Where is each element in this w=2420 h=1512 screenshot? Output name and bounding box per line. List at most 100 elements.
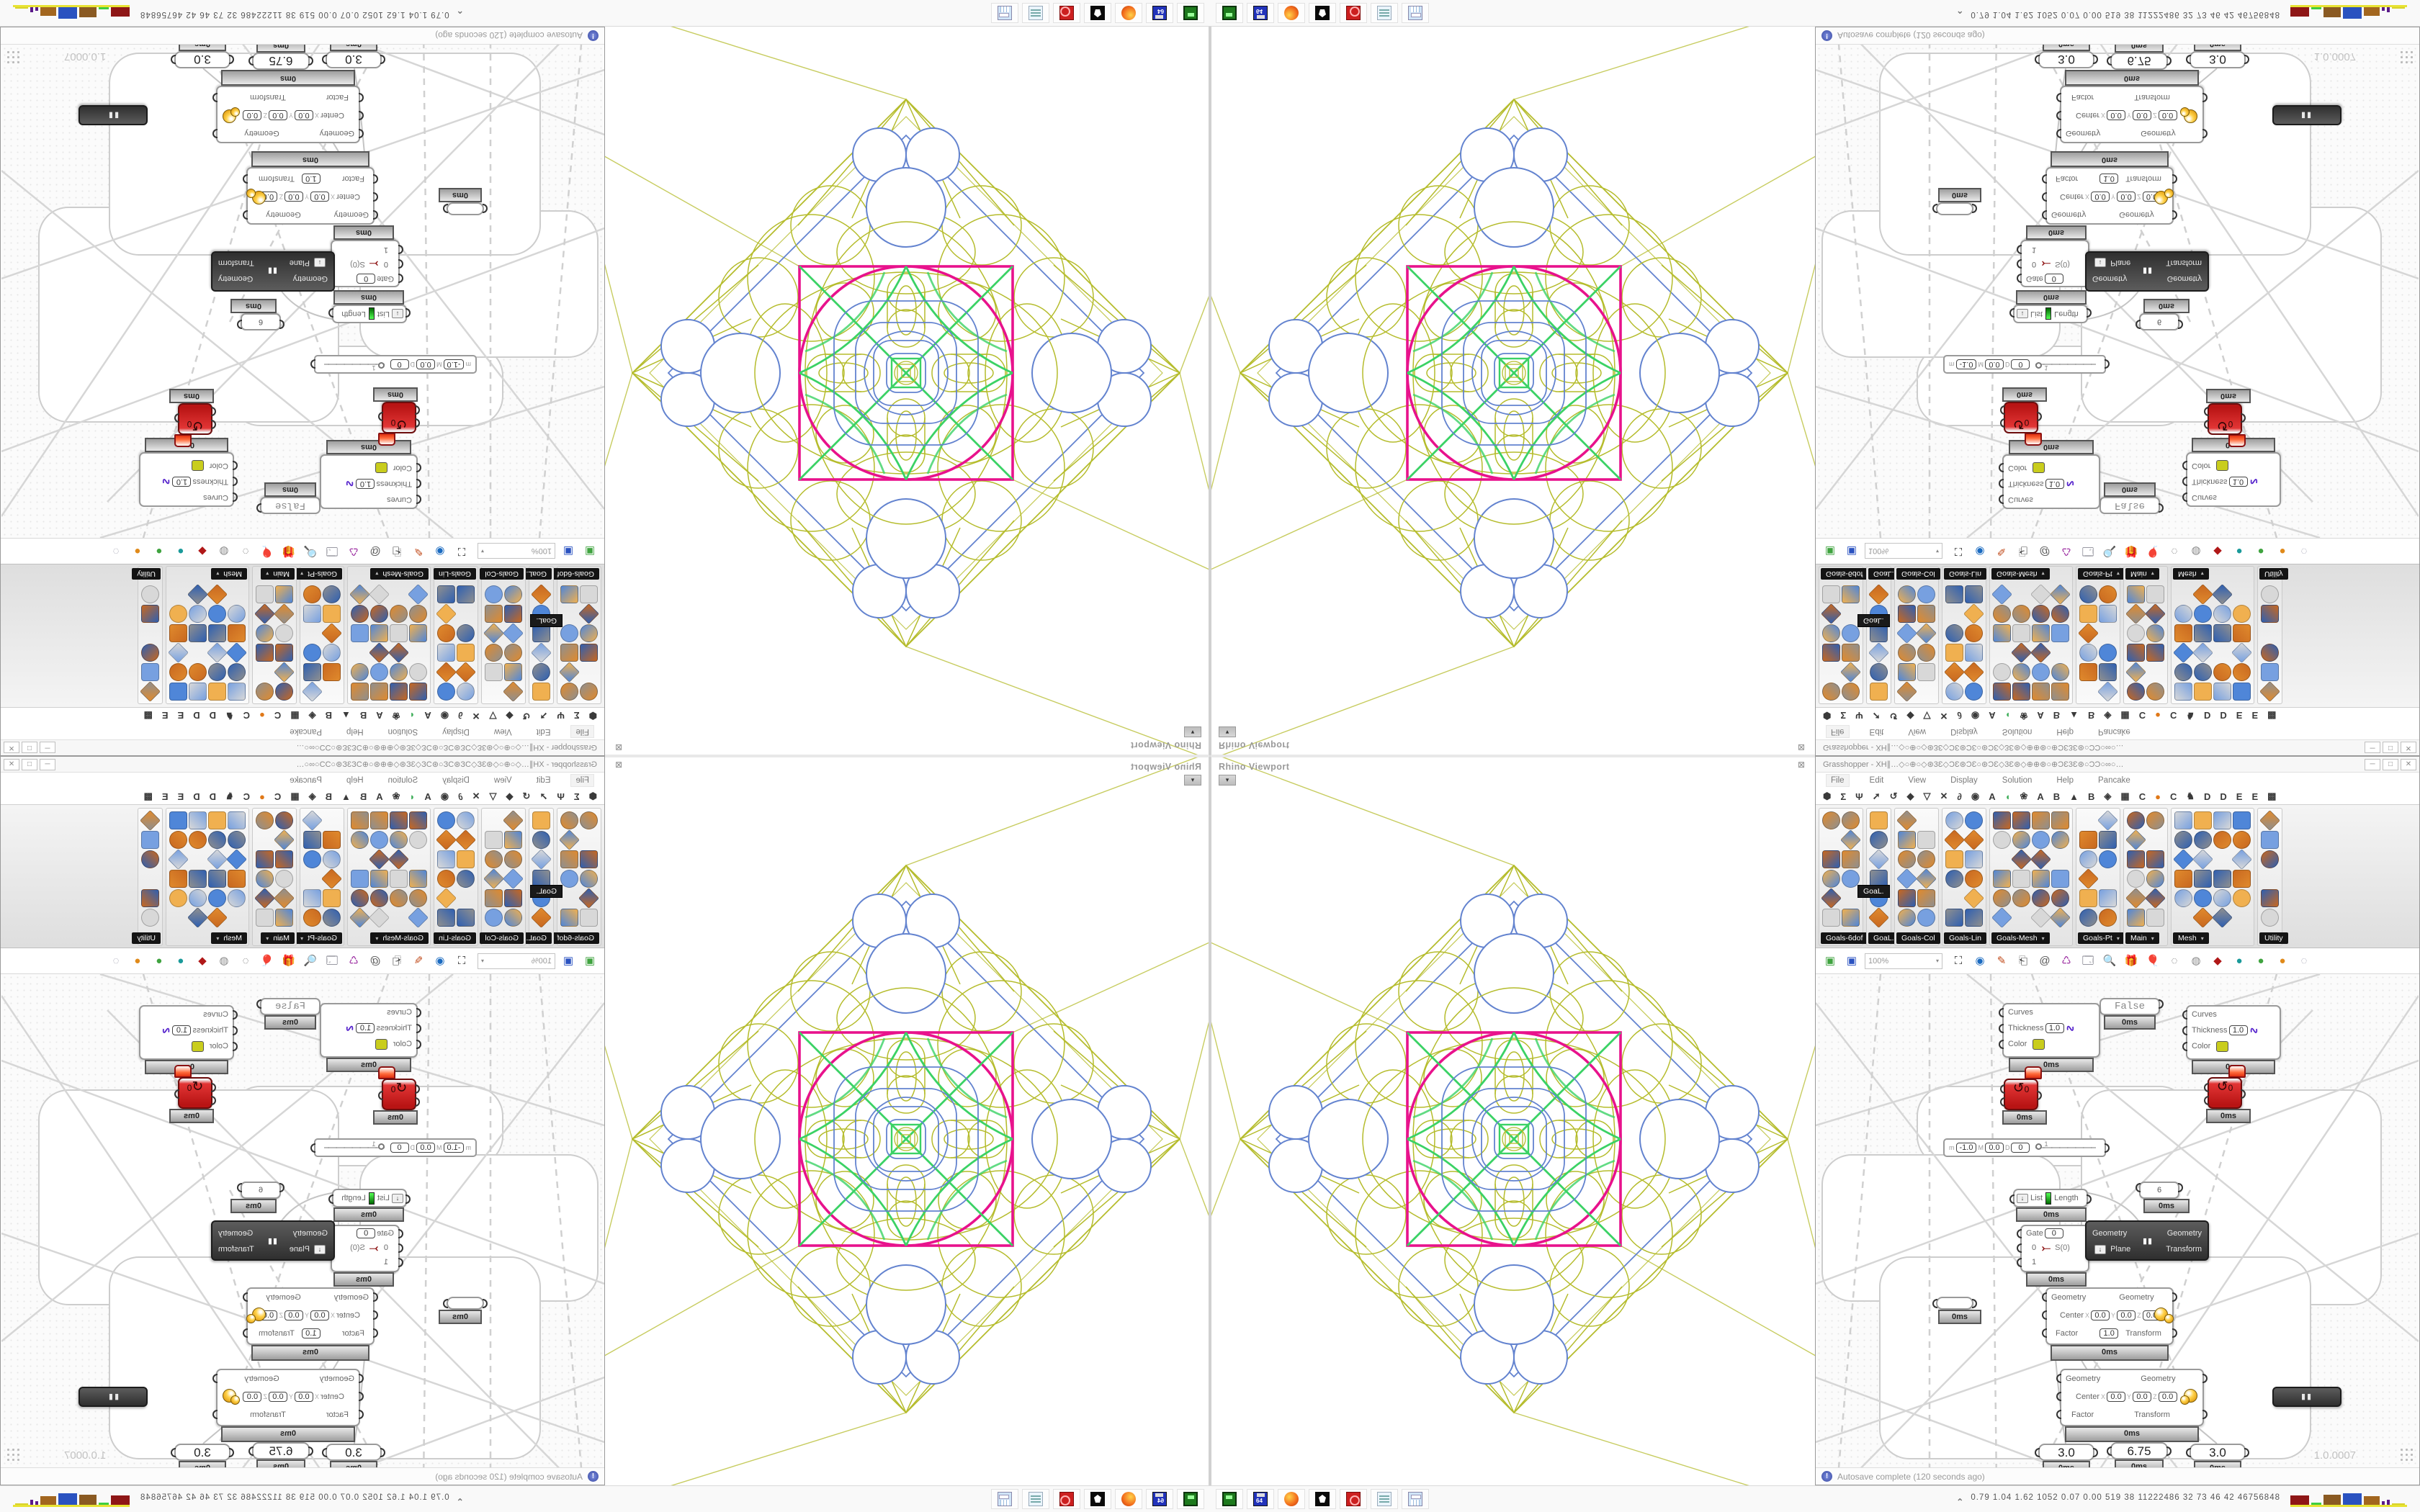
- number-slider[interactable]: 6.75: [2107, 53, 2172, 70]
- component-icon[interactable]: [2233, 605, 2251, 623]
- tab-maths-icon[interactable]: Σ: [1840, 710, 1847, 721]
- tab-plugin-shield-icon[interactable]: ◈: [308, 791, 316, 801]
- component-icon[interactable]: [274, 603, 295, 624]
- component-icon[interactable]: [2194, 605, 2212, 623]
- component-icon[interactable]: [2173, 849, 2194, 870]
- tab-plugin-b2-icon[interactable]: B: [2088, 791, 2095, 802]
- component-icon[interactable]: [275, 624, 293, 642]
- exit-icon[interactable]: ⎗: [393, 954, 402, 967]
- component-icon[interactable]: [169, 605, 187, 623]
- component-icon[interactable]: [1870, 811, 1888, 829]
- component-icon[interactable]: [2051, 870, 2069, 888]
- component-icon[interactable]: [532, 811, 550, 829]
- orient-component[interactable]: Geometry Geometry ↓ Plane ▮▮ Transform: [2085, 251, 2209, 292]
- component-icon[interactable]: [321, 623, 342, 644]
- tab-display-icon[interactable]: ◉: [1971, 791, 1980, 801]
- zoom-extents-icon[interactable]: ⛶: [457, 954, 466, 967]
- tab-plugin-e1-icon[interactable]: E: [177, 791, 184, 802]
- component-icon[interactable]: [207, 584, 228, 605]
- slider-track[interactable]: 1: [2035, 362, 2096, 372]
- tab-plugin-c1-icon[interactable]: C: [274, 791, 282, 802]
- tab-mesh-icon[interactable]: ▽: [1923, 791, 1931, 801]
- tab-plugin-d2-icon[interactable]: D: [2220, 791, 2227, 802]
- component-icon[interactable]: [2213, 889, 2231, 907]
- component-icon[interactable]: [2233, 870, 2251, 888]
- canvas-resize-grip[interactable]: [5, 1447, 21, 1463]
- graft-icon[interactable]: ↓: [314, 258, 326, 268]
- component-icon[interactable]: [483, 623, 504, 644]
- component-icon[interactable]: [256, 585, 274, 603]
- gh-titlebar[interactable]: Grasshopper - XH∥…◇○⊕○◇⊛3Ɛ◇ƆƐ⊛ƆƐ○⊛ƆƐ◇3Ɛ⊛…: [1, 739, 604, 755]
- menu-help[interactable]: Help: [2056, 727, 2074, 736]
- component-icon[interactable]: [560, 624, 578, 642]
- component-icon[interactable]: [437, 585, 455, 603]
- error-component[interactable]: ↺0: [174, 1077, 216, 1109]
- component-icon[interactable]: [1868, 642, 1889, 663]
- rhino-viewport[interactable]: Rhino Viewport ▾ ⊠: [1210, 25, 1816, 756]
- rhino-viewport[interactable]: Rhino Viewport ▾ ⊠: [604, 756, 1210, 1487]
- component-icon[interactable]: [208, 624, 226, 642]
- taskbar-notepad-icon[interactable]: [1022, 3, 1049, 23]
- preview-eye-icon[interactable]: ◉: [1975, 954, 1985, 967]
- component-icon[interactable]: [2213, 831, 2231, 849]
- component-icon[interactable]: [370, 870, 388, 888]
- list-length-component[interactable]: ↓ List Length: [328, 305, 411, 323]
- ribbon-tab-mesh[interactable]: Mesh▾: [2173, 932, 2209, 944]
- component-icon[interactable]: [370, 683, 388, 701]
- component-icon[interactable]: [2145, 603, 2166, 624]
- component-icon[interactable]: [2051, 811, 2069, 829]
- tab-sets-icon[interactable]: Ψ: [557, 710, 565, 721]
- ribbon-tab-goals-mesh[interactable]: Goals-Mesh▾: [370, 568, 429, 580]
- component-icon[interactable]: [351, 811, 369, 829]
- component-icon[interactable]: [369, 642, 390, 663]
- tab-params-icon[interactable]: ⬢: [1823, 711, 1832, 721]
- component-icon[interactable]: [2012, 663, 2030, 681]
- component-icon[interactable]: [2174, 870, 2192, 888]
- component-icon[interactable]: [351, 831, 369, 849]
- menu-solution[interactable]: Solution: [387, 727, 418, 736]
- tab-plugin-b1-icon[interactable]: B: [359, 710, 367, 721]
- component-icon[interactable]: [2146, 624, 2164, 642]
- component-icon[interactable]: [2146, 585, 2164, 603]
- minimize-button[interactable]: ─: [2365, 742, 2380, 754]
- ribbon-tab-goals-pt[interactable]: Goals-Pt▾: [295, 568, 342, 580]
- component-icon[interactable]: [141, 831, 159, 849]
- component-icon[interactable]: [323, 585, 341, 603]
- custom-preview-component[interactable]: Curves Thickness 1.0 ∿ Color: [320, 1003, 421, 1058]
- component-icon[interactable]: [504, 663, 522, 681]
- component-icon[interactable]: [560, 683, 578, 701]
- gh-canvas[interactable]: False 0ms Curves Thickness 1.0 ∿ Color 0…: [1, 974, 604, 1467]
- component-icon[interactable]: [141, 663, 159, 681]
- taskbar-notepad-icon[interactable]: [1022, 1489, 1049, 1509]
- component-icon[interactable]: [2125, 888, 2146, 909]
- component-icon[interactable]: [1896, 810, 1917, 831]
- tab-plugin-c2-icon[interactable]: C: [2169, 791, 2177, 802]
- component-icon[interactable]: [2032, 624, 2050, 642]
- tab-plugin-dot-icon[interactable]: ●: [2155, 791, 2161, 802]
- component-icon[interactable]: [189, 663, 207, 681]
- tab-curve-icon[interactable]: ↺: [522, 791, 531, 801]
- component-icon[interactable]: [208, 870, 226, 888]
- boolean-toggle[interactable]: False: [2099, 998, 2164, 1015]
- component-icon[interactable]: [370, 605, 388, 623]
- error-component[interactable]: ↺0: [2204, 403, 2246, 435]
- component-icon[interactable]: [1916, 623, 1937, 644]
- custom-preview-component[interactable]: Curves Thickness 1.0 ∿ Color: [139, 1005, 238, 1060]
- graft-icon[interactable]: ↓: [2017, 1193, 2028, 1203]
- slider-knob[interactable]: [377, 362, 385, 369]
- orient-component[interactable]: Geometry Geometry ↓ Plane ▮▮ Transform: [211, 251, 335, 292]
- component-icon[interactable]: [457, 644, 475, 662]
- viewport-dropdown-button[interactable]: ▾: [1184, 726, 1201, 737]
- component-icon[interactable]: [208, 889, 226, 907]
- component-icon[interactable]: [2174, 663, 2192, 681]
- menu-file[interactable]: File: [570, 774, 594, 787]
- component-icon[interactable]: [1896, 868, 1917, 889]
- exit-icon[interactable]: ⎗: [2018, 545, 2027, 558]
- window-icon[interactable]: 🗔: [2081, 545, 2094, 558]
- component-icon[interactable]: [2261, 889, 2279, 907]
- component-icon[interactable]: [256, 811, 274, 829]
- component-icon[interactable]: [2079, 585, 2097, 603]
- component-icon[interactable]: [2231, 642, 2252, 663]
- error-component[interactable]: ↺0: [2204, 1077, 2246, 1109]
- component-icon[interactable]: [1993, 870, 2011, 888]
